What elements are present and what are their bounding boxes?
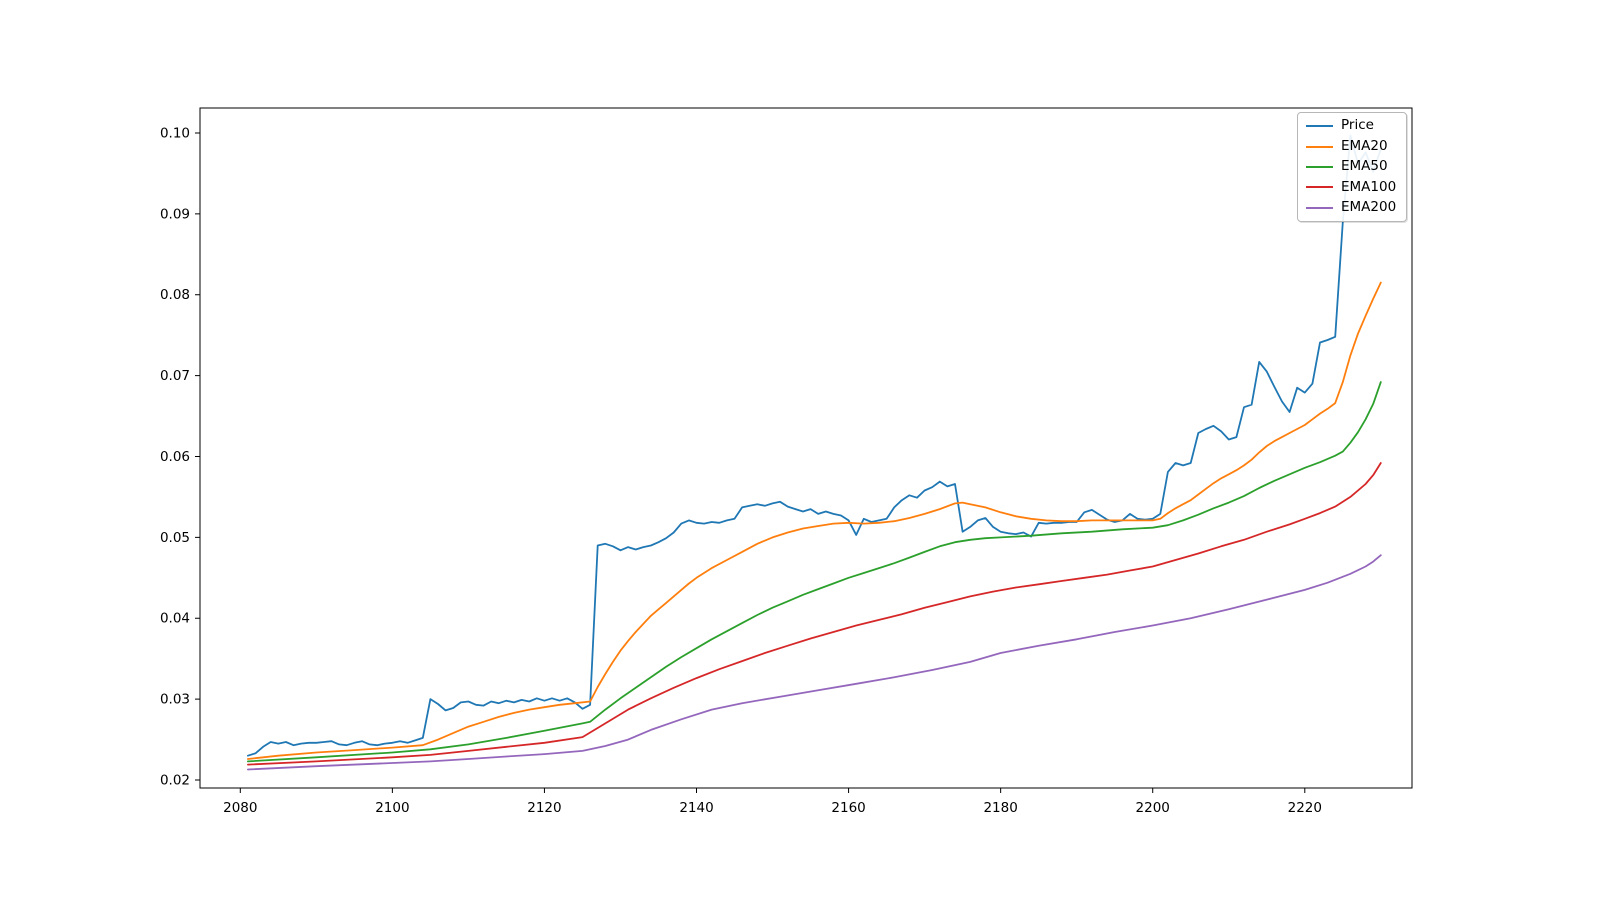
legend-label: EMA100 [1341,178,1397,195]
legend-line-sample [1306,186,1333,189]
legend-line-sample [1306,165,1333,168]
y-tick-label: 0.04 [160,611,190,627]
y-tick-label: 0.02 [160,772,190,788]
y-tick-label: 0.08 [160,287,190,303]
series-line-price [246,134,1382,757]
y-tick-label: 0.07 [160,368,190,384]
legend-line-sample [1306,125,1333,128]
y-tick-label: 0.03 [160,692,190,708]
legend: Price EMA20 EMA50 EMA100 EMA200 [1297,112,1407,222]
y-tick-label: 0.05 [160,530,190,546]
legend-item: Price [1298,116,1406,136]
y-tick-label: 0.10 [160,125,190,141]
legend-item: EMA50 [1298,157,1406,177]
x-tick-label: 2080 [223,800,257,816]
legend-label: EMA20 [1341,137,1388,154]
series-line-ema50 [246,381,1382,763]
series-line-ema100 [246,462,1382,766]
legend-item: EMA200 [1298,198,1406,218]
legend-label: EMA50 [1341,158,1388,175]
y-tick-label: 0.06 [160,449,190,465]
y-tick-label: 0.09 [160,206,190,222]
x-tick-label: 2120 [527,800,561,816]
x-tick-label: 2140 [679,800,713,816]
x-tick-label: 2100 [375,800,409,816]
x-tick-label: 2200 [1136,800,1170,816]
x-tick-label: 2220 [1288,800,1322,816]
legend-item: EMA20 [1298,137,1406,157]
x-tick-label: 2180 [983,800,1017,816]
legend-line-sample [1306,206,1333,209]
x-tick-label: 2160 [831,800,865,816]
legend-label: EMA200 [1341,199,1397,215]
series-line-ema200 [246,554,1382,771]
series-group [246,134,1382,771]
legend-line-sample [1306,145,1333,148]
plot-border [199,107,1413,789]
legend-item: EMA100 [1298,177,1406,197]
legend-label: Price [1341,117,1374,134]
series-line-ema20 [246,281,1382,760]
